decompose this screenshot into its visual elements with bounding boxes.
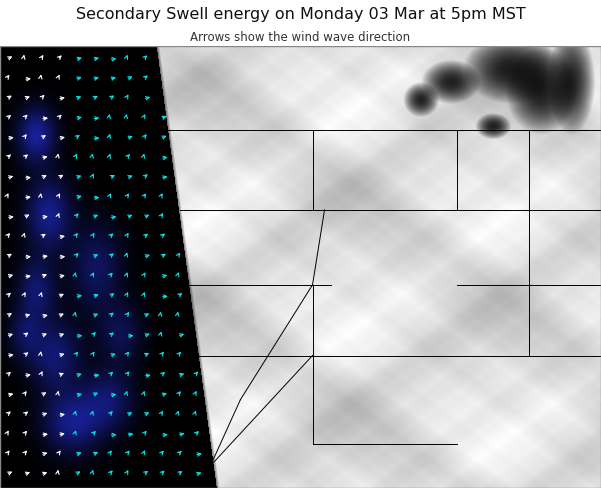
Text: Secondary Swell energy on Monday 03 Mar at 5pm MST: Secondary Swell energy on Monday 03 Mar … xyxy=(76,7,525,22)
Text: Arrows show the wind wave direction: Arrows show the wind wave direction xyxy=(191,31,410,43)
